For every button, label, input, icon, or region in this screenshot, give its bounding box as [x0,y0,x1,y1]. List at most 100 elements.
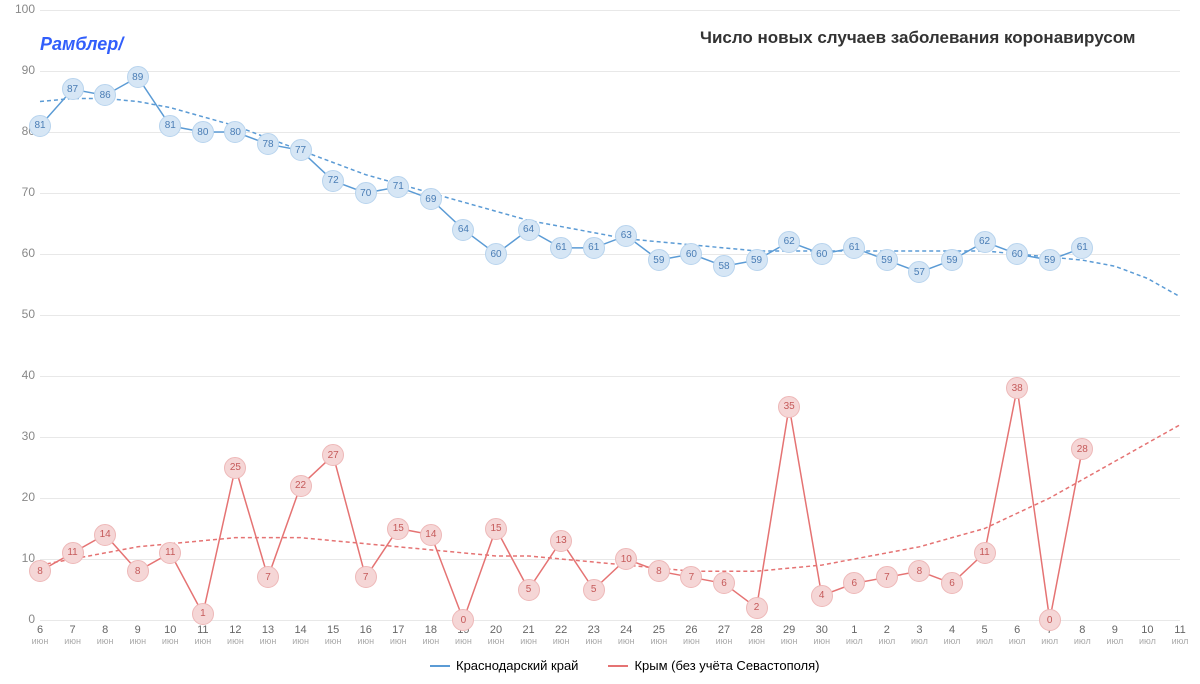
data-marker: 64 [518,219,540,241]
data-marker: 8 [908,560,930,582]
data-marker: 60 [811,243,833,265]
data-marker: 8 [127,560,149,582]
data-marker: 72 [322,170,344,192]
data-marker: 78 [257,133,279,155]
y-tick-label: 90 [10,63,35,77]
y-tick-label: 70 [10,185,35,199]
data-marker: 70 [355,182,377,204]
x-tick-label: 21июн [514,624,544,646]
data-marker: 8 [29,560,51,582]
legend: Краснодарский край Крым (без учёта Севаст… [430,658,820,673]
data-marker: 6 [941,572,963,594]
data-marker: 59 [876,249,898,271]
data-marker: 15 [485,518,507,540]
chart-svg [40,10,1180,620]
data-marker: 1 [192,603,214,625]
data-marker: 27 [322,444,344,466]
trend-line [40,425,1180,571]
x-tick-label: 12июн [220,624,250,646]
legend-item: Краснодарский край [430,658,578,673]
x-tick-label: 22июн [546,624,576,646]
x-tick-label: 13июн [253,624,283,646]
x-tick-label: 15июн [318,624,348,646]
data-marker: 71 [387,176,409,198]
series-line [40,388,1082,620]
x-tick-label: 17июн [383,624,413,646]
data-marker: 35 [778,396,800,418]
x-tick-label: 7июн [58,624,88,646]
y-tick-label: 100 [10,2,35,16]
data-marker: 10 [615,548,637,570]
data-marker: 61 [583,237,605,259]
x-tick-label: 27июн [709,624,739,646]
x-tick-label: 5июл [970,624,1000,646]
legend-label: Краснодарский край [456,658,578,673]
x-tick-label: 29июн [774,624,804,646]
x-tick-label: 16июн [351,624,381,646]
x-tick-label: 10июн [155,624,185,646]
data-marker: 59 [746,249,768,271]
x-tick-label: 18июн [416,624,446,646]
x-tick-label: 8июн [90,624,120,646]
data-marker: 61 [550,237,572,259]
x-tick-label: 1июл [839,624,869,646]
data-marker: 57 [908,261,930,283]
data-marker: 60 [1006,243,1028,265]
data-marker: 7 [355,566,377,588]
x-tick-label: 11июл [1165,624,1195,646]
data-marker: 25 [224,457,246,479]
data-marker: 11 [974,542,996,564]
data-marker: 89 [127,66,149,88]
legend-item: Крым (без учёта Севастополя) [608,658,819,673]
data-marker: 58 [713,255,735,277]
data-marker: 7 [876,566,898,588]
legend-label: Крым (без учёта Севастополя) [634,658,819,673]
data-marker: 59 [941,249,963,271]
data-marker: 60 [485,243,507,265]
data-marker: 62 [778,231,800,253]
x-tick-label: 25июн [644,624,674,646]
data-marker: 11 [159,542,181,564]
data-marker: 38 [1006,377,1028,399]
x-tick-label: 30июн [807,624,837,646]
x-tick-label: 8июл [1067,624,1097,646]
x-tick-label: 14июн [286,624,316,646]
data-marker: 59 [648,249,670,271]
data-marker: 80 [192,121,214,143]
x-tick-label: 4июл [937,624,967,646]
data-marker: 0 [1039,609,1061,631]
data-marker: 81 [159,115,181,137]
chart-container: Рамблер/ Число новых случаев заболевания… [0,0,1200,684]
data-marker: 6 [843,572,865,594]
data-marker: 60 [680,243,702,265]
data-marker: 64 [452,219,474,241]
y-tick-label: 60 [10,246,35,260]
x-tick-label: 10июл [1132,624,1162,646]
x-tick-label: 9июл [1100,624,1130,646]
y-tick-label: 20 [10,490,35,504]
legend-line-icon [430,665,450,667]
data-marker: 14 [420,524,442,546]
data-marker: 69 [420,188,442,210]
data-marker: 7 [257,566,279,588]
data-marker: 11 [62,542,84,564]
data-marker: 15 [387,518,409,540]
data-marker: 8 [648,560,670,582]
data-marker: 77 [290,139,312,161]
data-marker: 14 [94,524,116,546]
y-tick-label: 50 [10,307,35,321]
x-tick-label: 6июл [1002,624,1032,646]
plot-area: 01020304050607080901006июн7июн8июн9июн10… [40,10,1180,620]
data-marker: 61 [843,237,865,259]
x-tick-label: 28июн [742,624,772,646]
data-marker: 28 [1071,438,1093,460]
x-tick-label: 20июн [481,624,511,646]
data-marker: 5 [518,579,540,601]
data-marker: 80 [224,121,246,143]
data-marker: 2 [746,597,768,619]
data-marker: 4 [811,585,833,607]
data-marker: 22 [290,475,312,497]
legend-line-icon [608,665,628,667]
x-tick-label: 23июн [579,624,609,646]
x-tick-label: 2июл [872,624,902,646]
